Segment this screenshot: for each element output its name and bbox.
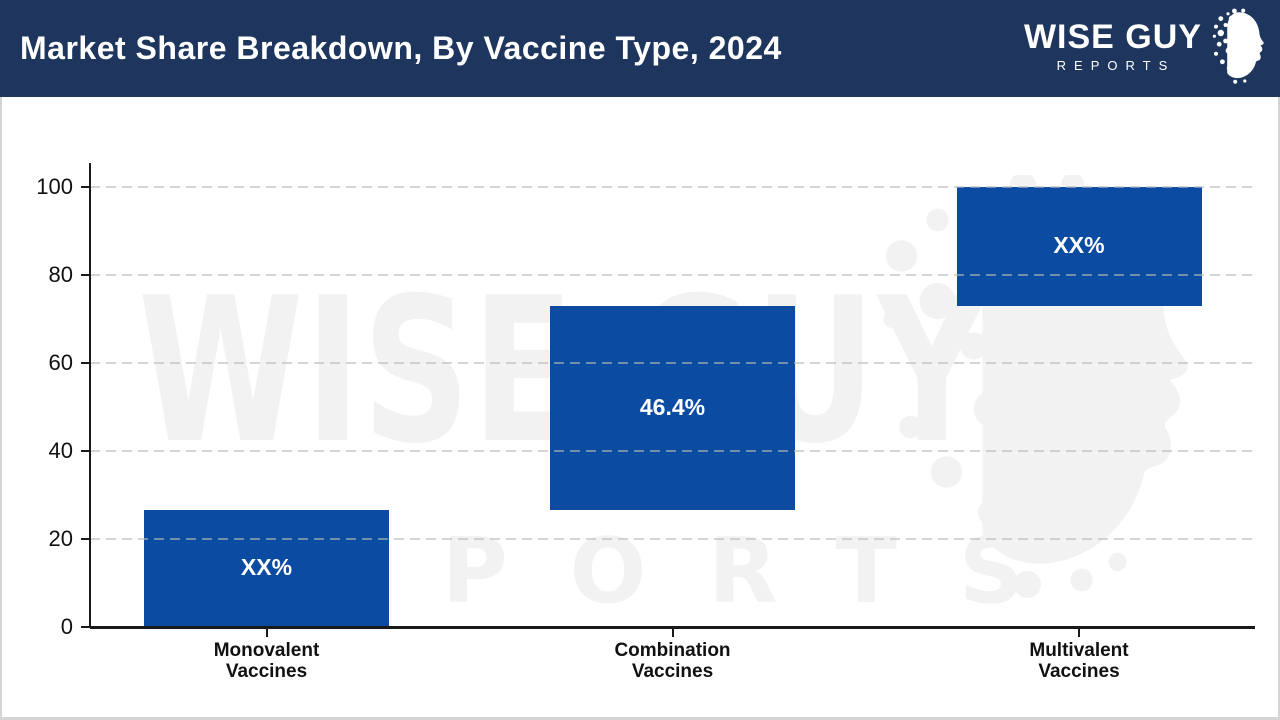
x-tick (265, 628, 268, 637)
bar-value-label: 46.4% (639, 393, 706, 420)
y-tick-label: 60 (48, 350, 73, 375)
x-axis (90, 626, 1255, 629)
y-tick-label: 100 (36, 174, 73, 199)
logo-wordmark: WISE GUY REPORTS (1024, 20, 1202, 73)
wiseguy-logo: WISE GUY REPORTS (1020, 0, 1270, 97)
y-tick (81, 450, 90, 452)
bar-segment (144, 509, 389, 627)
category-label: Multivalent Vaccines (1029, 640, 1129, 682)
y-axis (89, 163, 91, 627)
y-tick (81, 626, 90, 628)
bar-value-label: XX% (240, 554, 293, 581)
y-tick-label: 80 (48, 262, 73, 287)
x-tick (671, 628, 674, 637)
logo-wordmark-sub: REPORTS (1056, 58, 1176, 73)
gridline (90, 186, 1255, 188)
y-tick (81, 538, 90, 540)
y-tick-label: 20 (48, 526, 73, 551)
gridline (90, 450, 1255, 452)
y-tick (81, 274, 90, 276)
bar-segment (956, 187, 1202, 306)
x-tick (1078, 628, 1080, 637)
gridline (90, 274, 1255, 276)
y-tick-label: 40 (48, 438, 73, 463)
logo-wordmark-main: WISE GUY (1023, 18, 1202, 56)
bar-value-label: XX% (1053, 232, 1105, 259)
logo-face-icon (1212, 8, 1264, 84)
category-label: Monovalent Vaccines (213, 640, 320, 682)
y-tick (81, 362, 90, 364)
header-bar: Market Share Breakdown, By Vaccine Type,… (0, 0, 1280, 97)
gridline (90, 362, 1255, 364)
y-tick (81, 186, 90, 188)
category-label: Combination Vaccines (614, 640, 731, 682)
y-tick-label: 0 (60, 614, 73, 639)
gridline (90, 538, 1255, 540)
bar-segment (550, 305, 795, 510)
page-title: Market Share Breakdown, By Vaccine Type,… (20, 30, 782, 66)
